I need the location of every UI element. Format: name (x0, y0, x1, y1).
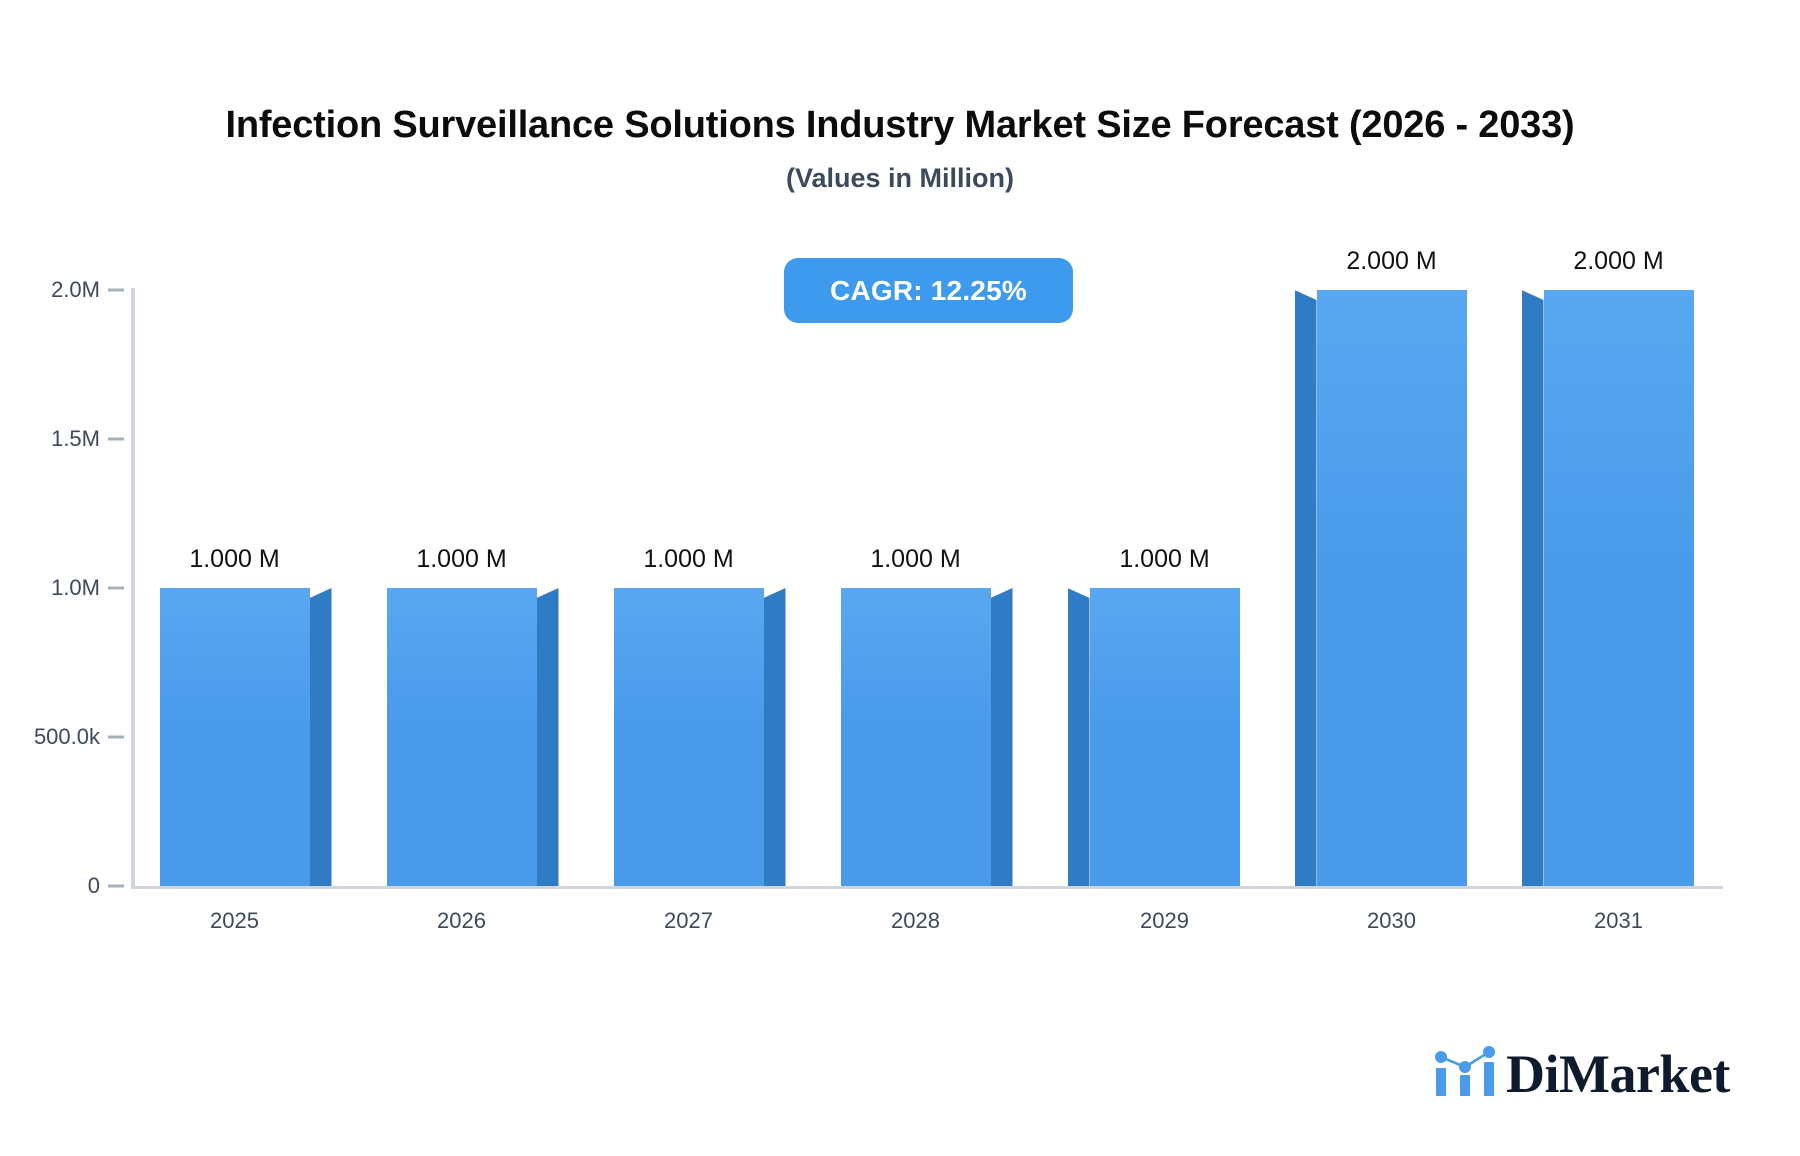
bar-3d-side (1521, 290, 1544, 886)
bar-3d-side (536, 588, 559, 886)
chart-subtitle: (Values in Million) (785, 162, 1015, 193)
y-axis-tick-label: 500.0k (33, 724, 100, 749)
bar-value-label: 1.000 M (416, 545, 507, 573)
x-axis-tick-label: 2026 (437, 908, 486, 933)
bar-face (1543, 290, 1694, 886)
logo-text: DiMarket (1506, 1043, 1730, 1104)
bar-3d-side (990, 588, 1013, 886)
y-axis-tick-label: 1.5M (51, 426, 100, 451)
bar-face (1089, 588, 1240, 886)
cagr-badge: CAGR: 12.25% (784, 258, 1073, 323)
x-axis-tick-label: 2029 (1140, 908, 1189, 933)
bar-value-label: 1.000 M (643, 545, 734, 573)
x-axis-tick-label: 2025 (210, 908, 259, 933)
page-title: Infection Surveillance Solutions Industr… (225, 104, 1575, 146)
y-axis-tick-label: 1.0M (51, 575, 100, 600)
y-axis-tick-label: 2.0M (51, 277, 100, 302)
bar-3d-side (763, 588, 786, 886)
bar-value-label: 1.000 M (1119, 545, 1210, 573)
bar-face (613, 588, 764, 886)
x-axis-line (131, 886, 1723, 889)
y-axis-tick-mark (108, 288, 124, 292)
bar-3d-side (309, 588, 332, 886)
plot-area: 1.000 M 1.000 M 1.000 M 1.000 M 1.000 M 2.000… (132, 247, 1721, 886)
bar-value-label: 1.000 M (189, 545, 280, 573)
dimarket-logo: DiMarket (1434, 1044, 1730, 1103)
bar-value-label: 2.000 M (1573, 247, 1664, 275)
bar-value-label: 2.000 M (1346, 247, 1437, 275)
bar-face (386, 588, 537, 886)
y-axis-tick-mark (108, 437, 124, 441)
x-axis-tick-label: 2031 (1594, 908, 1643, 933)
x-axis-tick-label: 2027 (664, 908, 713, 933)
bar-3d-side (1067, 588, 1090, 886)
y-axis-tick-mark (108, 884, 124, 888)
x-axis-tick-label: 2028 (891, 908, 940, 933)
y-axis-line (131, 288, 135, 888)
y-axis-tick-mark (108, 735, 124, 739)
x-axis-tick-label: 2030 (1367, 908, 1416, 933)
bar-face (1316, 290, 1467, 886)
y-axis-tick-label: 0 (87, 873, 100, 898)
title-block: Infection Surveillance Solutions Industr… (0, 104, 1800, 194)
bar-value-label: 1.000 M (870, 545, 961, 573)
bar-3d-side (1294, 290, 1317, 886)
bar-face (840, 588, 991, 886)
y-axis-tick-mark (108, 586, 124, 590)
bar-chart-logo-icon (1434, 1044, 1496, 1103)
cagr-badge-label: CAGR: 12.25% (830, 274, 1027, 306)
bar-face (159, 588, 310, 886)
